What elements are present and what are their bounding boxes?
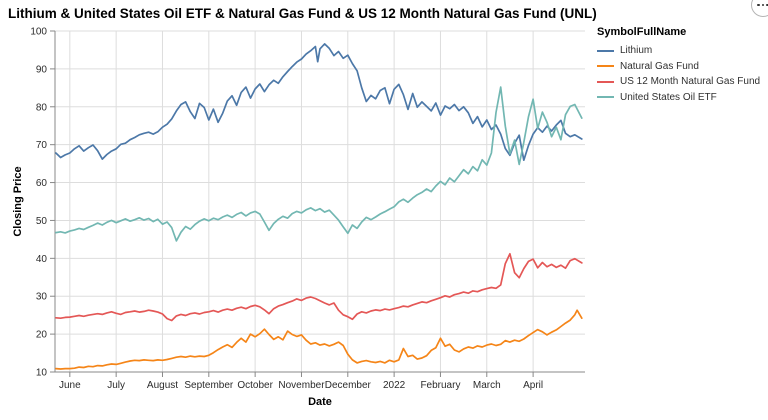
legend-item-label: Natural Gas Fund: [620, 60, 699, 72]
x-tick-label: March: [473, 380, 501, 391]
series-line-us-12-month-natural-gas-fund: [55, 252, 583, 322]
legend-item-lithium: Lithium: [597, 45, 763, 56]
y-tick-label: 50: [36, 216, 48, 227]
y-tick-label: 10: [36, 368, 48, 379]
ellipsis-dot-icon: [761, 3, 765, 7]
x-tick-label: December: [325, 380, 372, 391]
series-line-natural-gas-fund: [55, 309, 583, 370]
x-tick-label: February: [420, 380, 460, 391]
y-tick-label: 60: [36, 178, 48, 189]
x-tick-label: October: [237, 380, 273, 391]
legend-item-natural-gas-fund: Natural Gas Fund: [597, 61, 763, 72]
x-axis-title: Date: [308, 396, 332, 408]
x-tick-label: August: [147, 380, 178, 391]
y-tick-label: 30: [36, 292, 48, 303]
series-line-lithium: [55, 43, 583, 162]
y-axis-title: Closing Price: [12, 166, 24, 236]
x-tick-label: 2022: [383, 380, 406, 391]
y-tick-label: 100: [30, 27, 47, 38]
chart-actions-menu-button[interactable]: [751, 0, 768, 17]
united-states-oil-etf-line-swatch-icon: [597, 96, 614, 98]
ellipsis-dot-icon: [766, 3, 768, 7]
natural-gas-fund-line-swatch-icon: [597, 65, 614, 67]
x-tick-label: April: [523, 380, 543, 391]
ellipsis-dot-icon: [757, 3, 760, 7]
legend-title: SymbolFullName: [597, 26, 687, 38]
legend-item-us-12-month-natural-gas-fund: US 12 Month Natural Gas Fund (…: [597, 76, 763, 87]
x-tick-label: November: [278, 380, 325, 391]
x-tick-label: July: [107, 380, 125, 391]
y-tick-label: 80: [36, 102, 48, 113]
legend-item-label: US 12 Month Natural Gas Fund (…: [620, 76, 763, 87]
legend-item-label: Lithium: [620, 45, 653, 56]
x-tick-label: September: [184, 380, 234, 391]
series-line-united-states-oil-etf: [55, 86, 583, 242]
us-12-month-natural-gas-fund-line-swatch-icon: [597, 80, 614, 83]
y-tick-label: 40: [36, 254, 48, 265]
y-tick-label: 90: [36, 64, 48, 75]
chart-title: Lithium & United States Oil ETF & Natura…: [8, 6, 597, 21]
legend: SymbolFullName Lithium Natural Gas Fund …: [597, 26, 763, 107]
legend-item-united-states-oil-etf: United States Oil ETF: [597, 92, 763, 103]
legend-item-label: United States Oil ETF: [620, 91, 717, 103]
y-tick-label: 20: [36, 330, 48, 341]
y-tick-label: 70: [36, 140, 48, 151]
x-tick-label: June: [59, 380, 81, 391]
lithium-line-swatch-icon: [597, 49, 614, 52]
